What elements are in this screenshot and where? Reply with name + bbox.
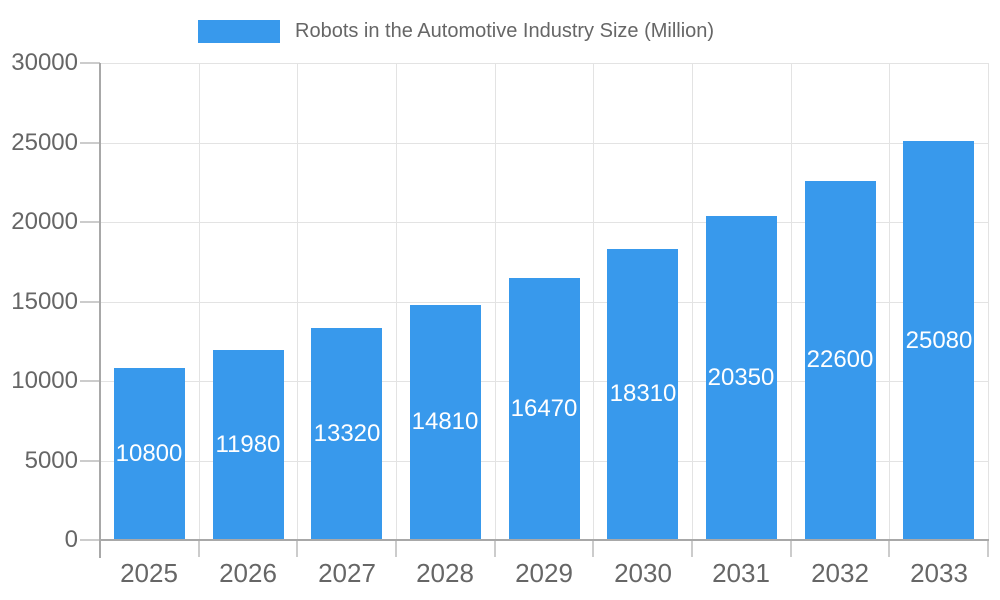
x-axis-tick-label: 2026 <box>219 558 277 588</box>
gridline-vertical <box>495 63 496 540</box>
x-tick-mark <box>987 540 989 557</box>
y-axis-tick-label: 5000 <box>24 447 78 474</box>
bar-value-label: 20350 <box>707 364 775 391</box>
y-axis-tick-label: 0 <box>64 526 78 553</box>
x-axis-tick-label: 2033 <box>910 558 968 588</box>
y-axis-tick-label: 15000 <box>11 288 78 315</box>
bar-value-label: 25080 <box>905 327 973 354</box>
legend[interactable]: Robots in the Automotive Industry Size (… <box>198 8 714 54</box>
x-tick-mark <box>790 540 792 557</box>
bar-value-label: 18310 <box>609 380 677 407</box>
x-tick-mark <box>691 540 693 557</box>
x-axis-tick-label: 2031 <box>712 558 770 588</box>
y-tick-mark <box>80 380 100 382</box>
bar-value-label: 14810 <box>411 408 479 435</box>
zero-tick-mark <box>80 539 100 541</box>
x-axis-tick-label: 2027 <box>318 558 376 588</box>
gridline-horizontal <box>100 143 988 144</box>
bar-value-label: 22600 <box>806 346 874 373</box>
x-tick-mark <box>296 540 298 557</box>
x-axis-tick-label: 2030 <box>614 558 672 588</box>
x-tick-mark <box>592 540 594 557</box>
y-axis-tick-label: 20000 <box>11 208 78 235</box>
bar-2026 <box>213 350 284 540</box>
gridline-horizontal <box>100 222 988 223</box>
bar-2032 <box>805 181 876 540</box>
bar-value-label: 10800 <box>115 440 183 467</box>
bar-2033 <box>903 141 974 540</box>
x-tick-mark <box>198 540 200 557</box>
bar-value-label: 11980 <box>215 431 281 458</box>
x-tick-mark <box>494 540 496 557</box>
y-tick-mark <box>80 62 100 64</box>
y-axis-line <box>99 63 101 558</box>
bar-2029 <box>509 278 580 540</box>
bar-value-label: 13320 <box>313 420 381 447</box>
bar-2027 <box>311 328 382 540</box>
bar-2030 <box>607 249 678 540</box>
gridline-vertical <box>199 63 200 540</box>
y-axis-tick-label: 25000 <box>11 129 78 156</box>
y-tick-mark <box>80 301 100 303</box>
gridline-vertical <box>297 63 298 540</box>
x-axis-tick-label: 2029 <box>515 558 573 588</box>
gridline-vertical <box>593 63 594 540</box>
gridline-vertical <box>889 63 890 540</box>
x-axis-tick-label: 2025 <box>120 558 178 588</box>
gridline-vertical <box>988 63 989 540</box>
gridline-vertical <box>692 63 693 540</box>
bar-2028 <box>410 305 481 540</box>
x-axis-line <box>99 539 989 541</box>
x-axis-tick-label: 2028 <box>416 558 474 588</box>
gridline-vertical <box>396 63 397 540</box>
legend-swatch <box>198 19 280 43</box>
bar-value-label: 16470 <box>510 395 578 422</box>
bar-2025 <box>114 368 185 540</box>
y-axis-tick-label: 30000 <box>11 49 78 76</box>
gridline-horizontal <box>100 63 988 64</box>
y-tick-mark <box>80 460 100 462</box>
gridline-vertical <box>791 63 792 540</box>
x-tick-mark <box>395 540 397 557</box>
bar-2031 <box>706 216 777 540</box>
x-tick-mark <box>888 540 890 557</box>
y-tick-mark <box>80 221 100 223</box>
legend-label: Robots in the Automotive Industry Size (… <box>295 19 715 42</box>
y-axis-tick-label: 10000 <box>11 367 78 394</box>
y-tick-mark <box>80 142 100 144</box>
x-axis-tick-label: 2032 <box>811 558 869 588</box>
